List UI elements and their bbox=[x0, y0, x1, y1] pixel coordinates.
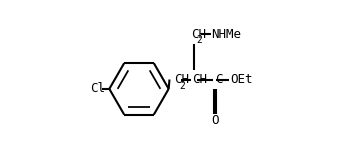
Text: CH: CH bbox=[191, 28, 206, 41]
Text: CH: CH bbox=[174, 73, 189, 86]
Text: C: C bbox=[215, 73, 222, 86]
Text: CH: CH bbox=[193, 73, 208, 86]
Text: O: O bbox=[211, 114, 219, 127]
Text: 2: 2 bbox=[196, 35, 202, 45]
Text: OEt: OEt bbox=[230, 73, 252, 86]
Text: 2: 2 bbox=[179, 81, 185, 91]
Text: Cl: Cl bbox=[90, 82, 106, 95]
Text: NHMe: NHMe bbox=[211, 28, 241, 41]
